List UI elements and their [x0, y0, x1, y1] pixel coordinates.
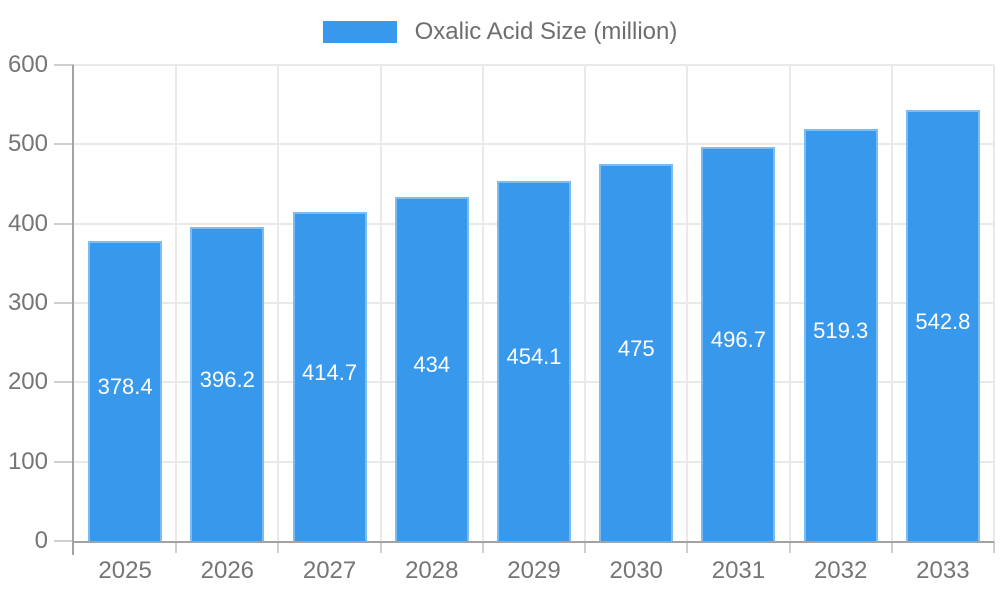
- bar-2027[interactable]: [292, 212, 367, 541]
- x-gridline: [686, 65, 689, 541]
- bar-2032[interactable]: [803, 129, 878, 541]
- y-tick-label: 200: [7, 368, 48, 396]
- x-tick-label: 2027: [302, 557, 357, 584]
- y-axis-line: [72, 65, 74, 555]
- y-gridline: [74, 64, 994, 66]
- x-gridline: [175, 65, 178, 541]
- y-tick: [54, 540, 74, 542]
- x-gridline: [993, 65, 995, 541]
- x-axis-line: [72, 541, 994, 543]
- x-tick: [175, 541, 178, 553]
- x-tick-label: 2030: [609, 557, 663, 584]
- x-tick: [584, 541, 587, 553]
- x-tick: [379, 541, 382, 553]
- x-tick-label: 2032: [813, 557, 868, 584]
- y-tick: [54, 302, 74, 304]
- y-tick: [54, 143, 74, 146]
- y-tick-label: 100: [7, 447, 48, 475]
- legend[interactable]: Oxalic Acid Size (million): [0, 17, 1000, 47]
- y-tick-label: 0: [34, 527, 48, 554]
- x-gridline: [890, 65, 893, 541]
- x-tick-label: 2026: [200, 557, 255, 584]
- x-tick: [481, 541, 484, 553]
- x-tick: [993, 541, 995, 553]
- x-tick: [277, 541, 280, 553]
- y-tick: [54, 64, 74, 66]
- legend-label: Oxalic Acid Size (million): [414, 18, 678, 45]
- x-tick-label: 2029: [507, 557, 561, 584]
- y-tick: [54, 381, 74, 384]
- y-tick-label: 300: [7, 289, 48, 316]
- bar-2026[interactable]: [190, 226, 265, 541]
- x-tick-label: 2031: [711, 557, 766, 584]
- x-gridline: [788, 65, 791, 541]
- bar-2033[interactable]: [905, 110, 980, 541]
- x-tick-label: 2025: [98, 557, 152, 584]
- x-tick-label: 2028: [405, 557, 459, 584]
- bar-2025[interactable]: [88, 240, 163, 541]
- y-tick: [54, 222, 74, 225]
- y-tick-label: 400: [7, 209, 48, 237]
- x-tick: [686, 541, 689, 553]
- y-tick-label: 600: [7, 51, 48, 78]
- x-tick: [890, 541, 893, 553]
- bar-2031[interactable]: [701, 146, 776, 541]
- x-tick: [788, 541, 791, 553]
- legend-swatch: [322, 21, 397, 43]
- x-gridline: [584, 65, 587, 541]
- x-gridline: [481, 65, 484, 541]
- y-gridline: [74, 143, 994, 146]
- bar-2028[interactable]: [394, 196, 469, 541]
- x-tick-label: 2033: [916, 557, 970, 584]
- bar-2029[interactable]: [497, 180, 571, 541]
- y-tick-label: 500: [7, 130, 48, 158]
- x-gridline: [277, 65, 280, 541]
- y-tick: [54, 460, 74, 463]
- x-gridline: [379, 65, 382, 541]
- bar-2030[interactable]: [599, 164, 674, 541]
